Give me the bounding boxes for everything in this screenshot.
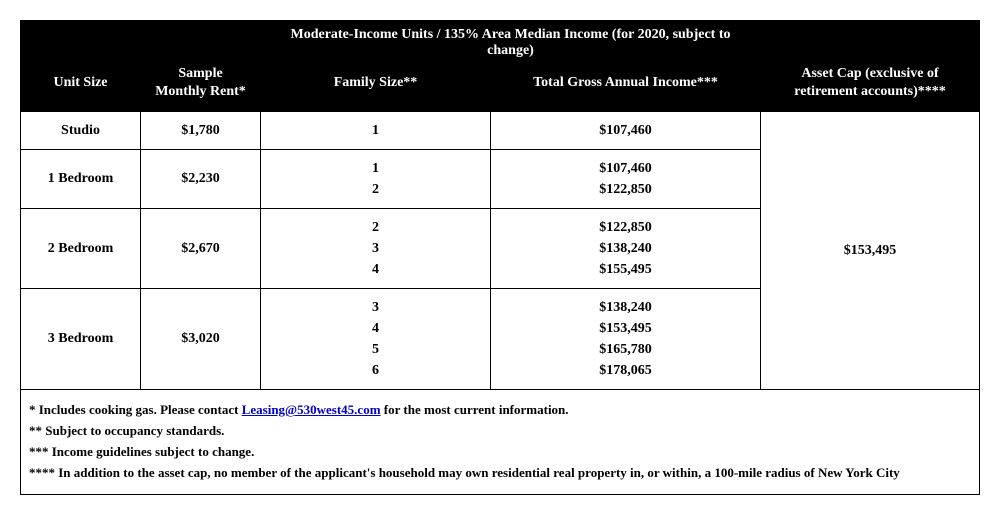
cell-rent: $1,780 [141,112,261,150]
cell-incomes: $107,460 $122,850 [491,150,761,209]
footnote-3: *** Income guidelines subject to change. [29,442,971,463]
footnote-1-pre: * Includes cooking gas. Please contact [29,402,242,417]
table-row: Studio $1,780 1 $107,460 $153,495 [21,112,980,150]
income-value: $155,495 [497,259,754,280]
footnote-1-post: for the most current information. [381,402,569,417]
header-blank-3 [761,21,980,60]
cell-family-sizes: 2 3 4 [261,209,491,289]
col-unit-size: Unit Size [21,59,141,112]
cell-unit-size: 3 Bedroom [21,289,141,390]
family-size-value: 3 [267,297,484,318]
col-income: Total Gross Annual Income*** [491,59,761,112]
col-asset-cap: Asset Cap (exclusive ofretirement accoun… [761,59,980,112]
family-size-value: 1 [267,158,484,179]
col-family-size: Family Size** [261,59,491,112]
family-size-value: 3 [267,238,484,259]
income-value: $153,495 [497,318,754,339]
cell-incomes: $138,240 $153,495 $165,780 $178,065 [491,289,761,390]
table-header: Moderate-Income Units / 135% Area Median… [21,21,980,112]
contact-email-link[interactable]: Leasing@530west45.com [242,402,381,417]
cell-rent: $3,020 [141,289,261,390]
header-blank-1 [21,21,141,60]
income-value: $122,850 [497,217,754,238]
cell-unit-size: Studio [21,112,141,150]
footnotes-row: * Includes cooking gas. Please contact L… [21,390,980,494]
income-value: $122,850 [497,179,754,200]
family-size-value: 5 [267,339,484,360]
cell-unit-size: 2 Bedroom [21,209,141,289]
family-size-value: 2 [267,179,484,200]
family-size-value: 6 [267,360,484,381]
footnotes-cell: * Includes cooking gas. Please contact L… [21,390,980,494]
cell-family-sizes: 3 4 5 6 [261,289,491,390]
cell-family-sizes: 1 [261,112,491,150]
cell-incomes: $122,850 $138,240 $155,495 [491,209,761,289]
family-size-value: 4 [267,259,484,280]
cell-asset-cap: $153,495 [761,112,980,390]
footnote-1: * Includes cooking gas. Please contact L… [29,400,971,421]
footnote-2: ** Subject to occupancy standards. [29,421,971,442]
footnote-4: **** In addition to the asset cap, no me… [29,463,971,484]
cell-rent: $2,230 [141,150,261,209]
header-title: Moderate-Income Units / 135% Area Median… [261,21,761,60]
income-value: $138,240 [497,238,754,259]
income-value: $107,460 [497,120,754,141]
cell-unit-size: 1 Bedroom [21,150,141,209]
income-value: $138,240 [497,297,754,318]
cell-rent: $2,670 [141,209,261,289]
income-table: Moderate-Income Units / 135% Area Median… [20,20,980,495]
family-size-value: 4 [267,318,484,339]
family-size-value: 1 [267,120,484,141]
col-rent: SampleMonthly Rent* [141,59,261,112]
header-blank-2 [141,21,261,60]
cell-family-sizes: 1 2 [261,150,491,209]
income-value: $165,780 [497,339,754,360]
income-value: $107,460 [497,158,754,179]
cell-incomes: $107,460 [491,112,761,150]
family-size-value: 2 [267,217,484,238]
income-value: $178,065 [497,360,754,381]
